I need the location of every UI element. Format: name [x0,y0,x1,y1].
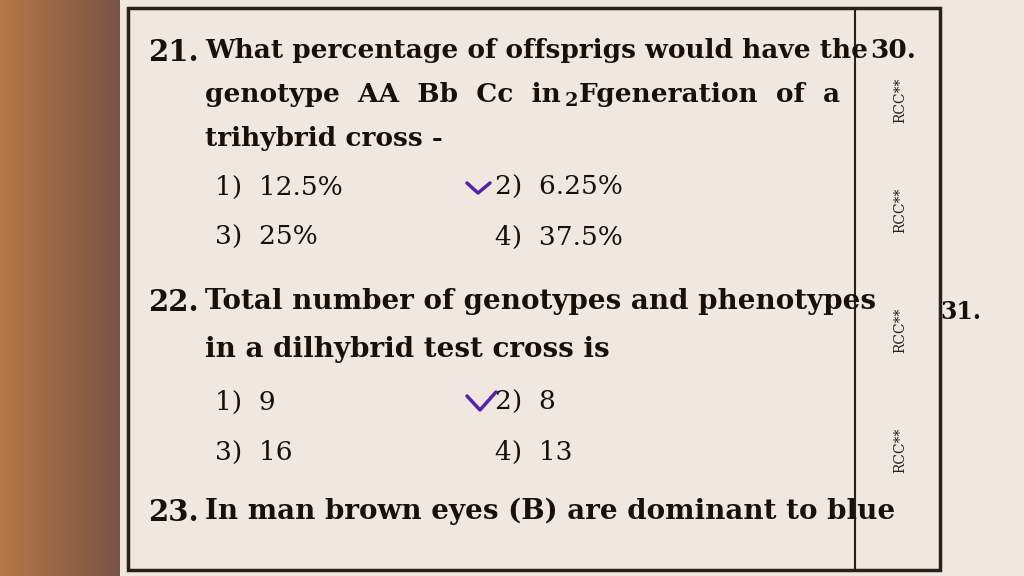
Text: 21.: 21. [148,38,199,67]
Text: What percentage of offsprigs would have the: What percentage of offsprigs would have … [205,38,868,63]
Text: generation  of  a: generation of a [578,82,840,107]
Text: 31.: 31. [940,300,981,324]
Text: 23.: 23. [148,498,199,527]
Text: 3)  25%: 3) 25% [215,225,317,250]
Text: 3)  16: 3) 16 [215,440,293,465]
Text: In man brown eyes (B) are dominant to blue: In man brown eyes (B) are dominant to bl… [205,498,895,525]
Text: 2)  8: 2) 8 [495,390,556,415]
Text: RCC**: RCC** [893,308,907,353]
Text: RCC**: RCC** [893,77,907,123]
Text: 1)  9: 1) 9 [215,390,275,415]
Bar [128,8,940,570]
Text: RCC**: RCC** [893,427,907,473]
Text: trihybrid cross -: trihybrid cross - [205,126,442,151]
Text: 4)  37.5%: 4) 37.5% [495,225,623,250]
Text: in a dilhybrid test cross is: in a dilhybrid test cross is [205,336,609,363]
Text: 4)  13: 4) 13 [495,440,572,465]
Text: 1)  12.5%: 1) 12.5% [215,175,343,200]
Text: RCC**: RCC** [893,187,907,233]
Text: Total number of genotypes and phenotypes: Total number of genotypes and phenotypes [205,288,876,315]
Text: 30.: 30. [870,38,915,63]
Text: 2)  6.25%: 2) 6.25% [495,175,623,200]
Text: 22.: 22. [148,288,199,317]
Text: genotype  AA  Bb  Cc  in  F: genotype AA Bb Cc in F [205,82,598,107]
Text: 2: 2 [565,92,579,110]
